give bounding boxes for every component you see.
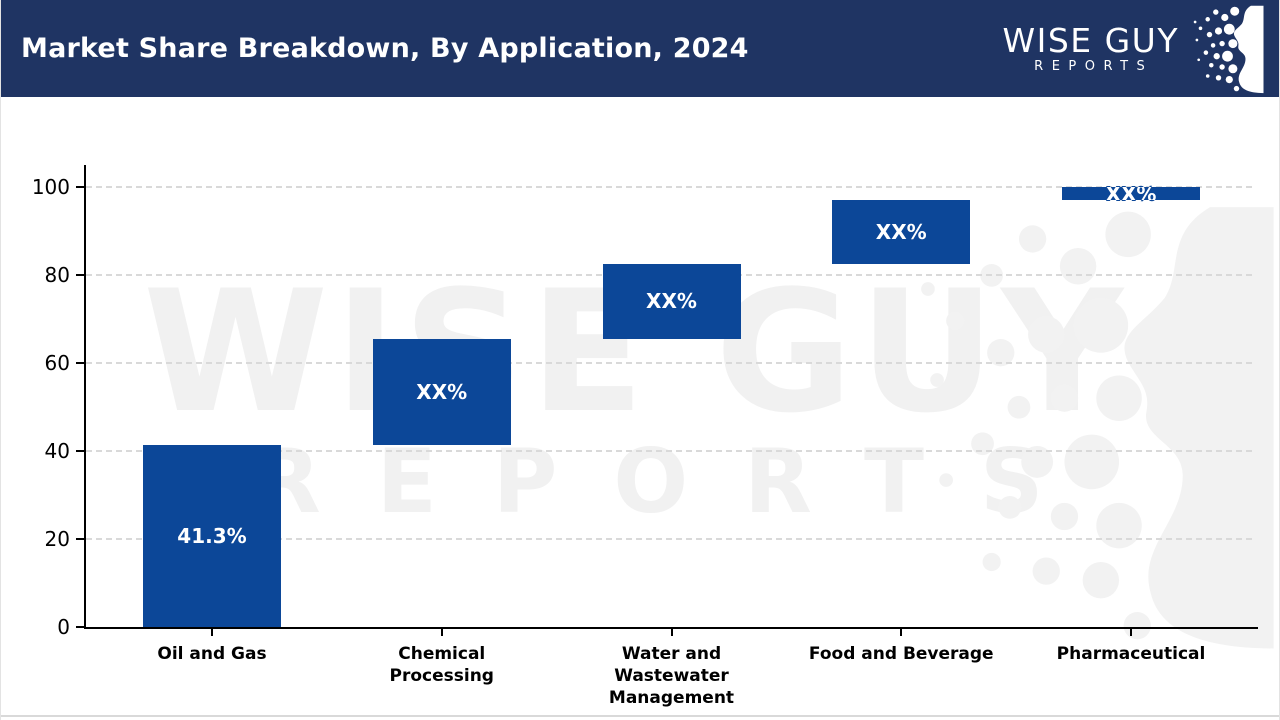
y-tick-label-20: 20 — [44, 527, 70, 551]
y-tick-mark-60 — [76, 362, 86, 364]
gridline-40 — [86, 450, 1256, 452]
y-tick-mark-100 — [76, 186, 86, 188]
x-label-water-and-wastewater-management: Water and Wastewater Management — [608, 644, 735, 708]
wiseguy-head-logo-icon — [1181, 4, 1265, 94]
wiseguy-logo-text: WISE GUY REPORTS — [1002, 23, 1179, 75]
x-tick-mark-oil-and-gas — [211, 629, 213, 636]
x-label-oil-and-gas: Oil and Gas — [157, 644, 267, 664]
gridline-60 — [86, 362, 1256, 364]
bar-fill-pharmaceutical — [1062, 187, 1200, 201]
y-tick-mark-0 — [76, 626, 86, 628]
logo-reports-text: REPORTS — [1034, 59, 1154, 74]
y-tick-label-0: 0 — [57, 615, 70, 639]
y-tick-mark-80 — [76, 274, 86, 276]
bar-fill-chemical-processing — [372, 338, 511, 446]
wiseguy-logo: WISE GUY REPORTS — [1002, 4, 1265, 94]
logo-brand-text: WISE GUY — [1002, 21, 1179, 60]
bar-label-clip-water-and-wastewater-management: XX% — [603, 264, 741, 339]
x-tick-mark-food-and-beverage — [900, 629, 903, 636]
x-label-pharmaceutical: Pharmaceutical — [1056, 644, 1206, 664]
x-tick-mark-pharmaceutical — [1130, 629, 1132, 636]
bar-water-and-wastewater-management: XX%XX% — [602, 264, 741, 339]
watermark-reports-text: REPORTS — [253, 430, 1100, 533]
bottom-border — [1, 715, 1279, 717]
y-tick-label-80: 80 — [44, 263, 70, 287]
x-axis-line — [84, 627, 1258, 629]
y-tick-mark-40 — [76, 450, 86, 452]
x-tick-mark-water-and-wastewater-management — [670, 629, 673, 636]
report-header: Market Share Breakdown, By Application, … — [1, 0, 1279, 97]
x-label-chemical-processing: Chemical Processing — [389, 644, 494, 686]
bar-chemical-processing: XX%XX% — [372, 338, 511, 446]
bar-fill-water-and-wastewater-management — [602, 264, 741, 339]
bar-label-food-and-beverage: XX% — [875, 220, 927, 245]
y-tick-label-40: 40 — [44, 439, 70, 463]
bar-label-clip-chemical-processing: XX% — [373, 339, 511, 445]
y-axis-line — [84, 165, 86, 629]
gridline-100 — [86, 186, 1256, 188]
bar-fill-oil-and-gas — [143, 445, 281, 627]
bar-pharmaceutical: XX%XX% — [1062, 182, 1200, 206]
bar-fill-food-and-beverage — [832, 200, 971, 264]
bar-label-clip-pharmaceutical: XX% — [1062, 187, 1200, 200]
bar-food-and-beverage: XX%XX% — [832, 200, 971, 264]
x-tick-mark-chemical-processing — [440, 629, 443, 636]
y-tick-label-100: 100 — [31, 175, 70, 199]
gridline-20 — [86, 538, 1256, 540]
wiseguy-head-watermark-icon — [859, 198, 1279, 653]
y-tick-label-60: 60 — [44, 351, 70, 375]
bar-label-clip-food-and-beverage: XX% — [832, 200, 970, 264]
bar-label-oil-and-gas: 41.3% — [177, 524, 247, 549]
page-title: Market Share Breakdown, By Application, … — [21, 33, 749, 64]
x-label-food-and-beverage: Food and Beverage — [808, 644, 994, 664]
bar-label-chemical-processing: XX% — [416, 380, 468, 405]
y-tick-mark-20 — [76, 538, 86, 540]
bar-oil-and-gas: 41.3%41.3% — [143, 445, 281, 627]
bar-label-clip-oil-and-gas: 41.3% — [143, 445, 281, 627]
bar-label-pharmaceutical: XX% — [1105, 187, 1157, 201]
bar-label-water-and-wastewater-management: XX% — [646, 289, 697, 314]
